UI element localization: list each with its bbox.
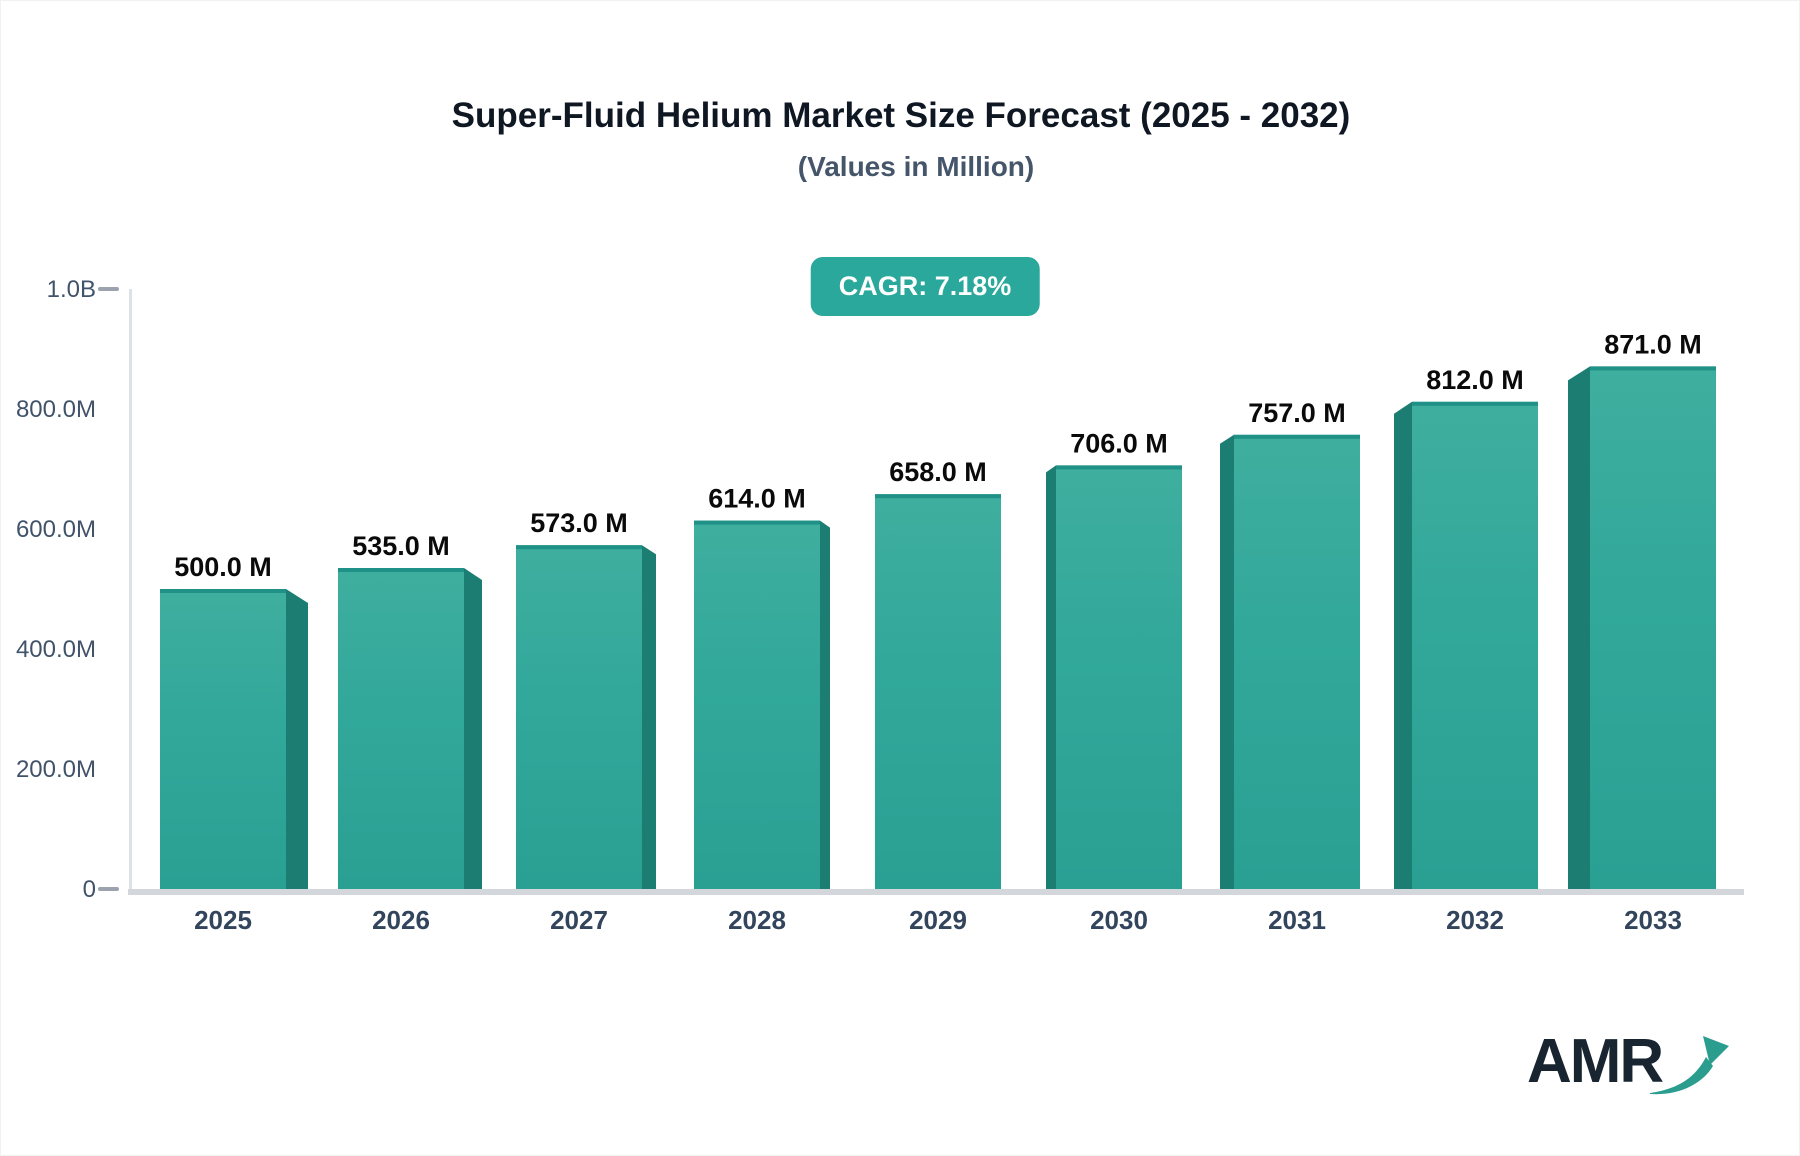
y-axis-label-1.0B: 1.0B — [47, 276, 96, 303]
bar-2029[interactable] — [875, 494, 1001, 889]
bar-2031[interactable] — [1234, 434, 1360, 889]
bar-lid-2028 — [694, 520, 820, 525]
y-axis-tick — [98, 887, 119, 891]
y-axis-label-0: 0 — [83, 876, 96, 903]
bar-lid-2032 — [1412, 401, 1538, 406]
y-axis-label-400.0M: 400.0M — [16, 636, 96, 663]
bar-side-2032[interactable] — [1394, 401, 1412, 889]
bar-lid-2026 — [338, 568, 464, 572]
bar-2025[interactable] — [160, 589, 286, 889]
bar-value-label-2028: 614.0 M — [708, 484, 806, 514]
bar-2030[interactable] — [1056, 465, 1182, 889]
bar-value-label-2033: 871.0 M — [1604, 329, 1702, 359]
amr-logo: AMR — [1527, 1031, 1730, 1099]
bar-side-2031[interactable] — [1220, 434, 1234, 889]
bar-2028[interactable] — [694, 520, 820, 889]
bar-side-2027[interactable] — [642, 545, 656, 889]
x-axis-label-2026: 2026 — [372, 905, 430, 935]
x-axis-label-2028: 2028 — [728, 905, 786, 935]
y-axis-label-600.0M: 600.0M — [16, 516, 96, 543]
amr-logo-text: AMR — [1527, 1027, 1664, 1096]
x-axis-label-2029: 2029 — [909, 905, 967, 935]
bar-2027[interactable] — [516, 545, 642, 889]
x-axis-label-2033: 2033 — [1624, 905, 1682, 935]
x-axis-label-2025: 2025 — [194, 905, 252, 935]
bar-lid-2030 — [1056, 465, 1182, 470]
x-axis-label-2030: 2030 — [1090, 905, 1148, 935]
bar-2032[interactable] — [1412, 401, 1538, 889]
bar-value-label-2025: 500.0 M — [174, 552, 272, 582]
x-axis-baseline — [128, 889, 1744, 895]
bar-lid-2029 — [875, 494, 1001, 499]
chart-subtitle: (Values in Million) — [797, 151, 1035, 182]
bar-2026[interactable] — [338, 568, 464, 889]
bar-side-2028[interactable] — [820, 520, 830, 889]
bar-side-2025[interactable] — [286, 589, 308, 889]
bar-side-2033[interactable] — [1568, 366, 1590, 889]
y-axis-label-200.0M: 200.0M — [16, 756, 96, 783]
x-axis-label-2027: 2027 — [550, 905, 608, 935]
bar-value-label-2027: 573.0 M — [530, 508, 628, 538]
bar-value-label-2030: 706.0 M — [1070, 428, 1168, 458]
bar-value-label-2032: 812.0 M — [1426, 365, 1524, 395]
chart-title: Super-Fluid Helium Market Size Forecast … — [451, 96, 1351, 135]
bar-2033[interactable] — [1590, 366, 1716, 889]
x-axis-label-2031: 2031 — [1268, 905, 1326, 935]
y-axis-tick — [98, 287, 119, 291]
bar-lid-2025 — [160, 589, 286, 593]
bar-side-2026[interactable] — [464, 568, 482, 889]
bar-lid-2031 — [1234, 434, 1360, 439]
x-axis-label-2032: 2032 — [1446, 905, 1504, 935]
bar-value-label-2031: 757.0 M — [1248, 398, 1346, 428]
cagr-badge: CAGR: 7.18% — [810, 257, 1040, 316]
bar-value-label-2026: 535.0 M — [352, 531, 450, 561]
bar-value-label-2029: 658.0 M — [889, 457, 987, 487]
bar-side-2030[interactable] — [1046, 465, 1056, 889]
y-axis-label-800.0M: 800.0M — [16, 396, 96, 423]
growth-arrow-icon — [1650, 1036, 1730, 1095]
bar-lid-2027 — [516, 545, 642, 550]
bar-lid-2033 — [1590, 366, 1716, 371]
y-axis-line — [129, 289, 132, 889]
